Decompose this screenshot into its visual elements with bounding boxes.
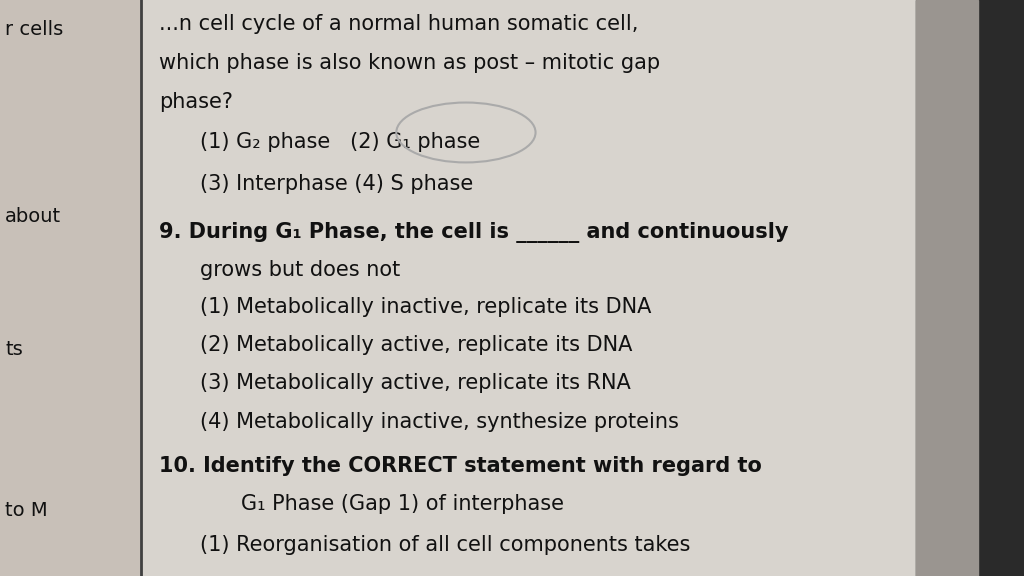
Bar [916, 0, 1024, 576]
Text: (3) Metabolically active, replicate its RNA: (3) Metabolically active, replicate its … [200, 373, 631, 393]
Text: ...n cell cycle of a normal human somatic cell,: ...n cell cycle of a normal human somati… [159, 14, 638, 35]
Text: (1) G₂ phase   (2) G₁ phase: (1) G₂ phase (2) G₁ phase [200, 132, 480, 153]
Text: 9. During G₁ Phase, the cell is ______ and continuously: 9. During G₁ Phase, the cell is ______ a… [159, 222, 788, 242]
Bar [141, 0, 916, 576]
Text: (1) Reorganisation of all cell components takes: (1) Reorganisation of all cell component… [200, 535, 690, 555]
Text: to M: to M [5, 501, 48, 520]
Text: 10. Identify the CORRECT statement with regard to: 10. Identify the CORRECT statement with … [159, 456, 762, 476]
Text: (2) Metabolically active, replicate its DNA: (2) Metabolically active, replicate its … [200, 335, 632, 355]
Text: grows but does not: grows but does not [200, 260, 400, 281]
Text: r cells: r cells [5, 20, 63, 39]
Bar [916, 0, 978, 576]
Text: which phase is also known as post – mitotic gap: which phase is also known as post – mito… [159, 53, 659, 73]
Text: ts: ts [5, 340, 23, 359]
Text: (1) Metabolically inactive, replicate its DNA: (1) Metabolically inactive, replicate it… [200, 297, 651, 317]
Text: about: about [5, 207, 61, 226]
Text: (3) Interphase (4) S phase: (3) Interphase (4) S phase [200, 174, 473, 194]
Text: (4) Metabolically inactive, synthesize proteins: (4) Metabolically inactive, synthesize p… [200, 412, 679, 432]
Text: phase?: phase? [159, 92, 232, 112]
Bar [0, 0, 141, 576]
Text: G₁ Phase (Gap 1) of interphase: G₁ Phase (Gap 1) of interphase [241, 494, 563, 514]
